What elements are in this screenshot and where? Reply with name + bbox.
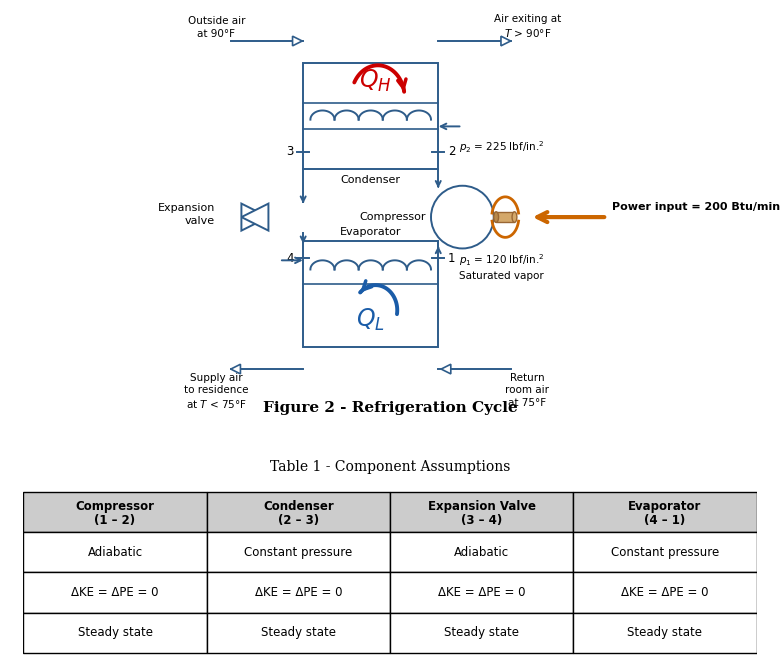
Text: ΔKE = ΔPE = 0: ΔKE = ΔPE = 0 xyxy=(621,586,709,599)
Text: Table 1 - Component Assumptions: Table 1 - Component Assumptions xyxy=(270,460,510,474)
FancyBboxPatch shape xyxy=(573,492,757,532)
Polygon shape xyxy=(241,204,268,230)
Ellipse shape xyxy=(512,212,517,222)
Text: (1 – 2): (1 – 2) xyxy=(94,514,136,527)
Ellipse shape xyxy=(494,212,498,222)
Text: Constant pressure: Constant pressure xyxy=(611,546,719,558)
Text: 2: 2 xyxy=(448,146,456,158)
Text: 4: 4 xyxy=(286,252,293,265)
FancyBboxPatch shape xyxy=(23,532,207,572)
Text: Adiabatic: Adiabatic xyxy=(87,546,143,558)
Text: Steady state: Steady state xyxy=(627,627,703,639)
FancyBboxPatch shape xyxy=(207,532,390,572)
Text: Supply air
to residence
at $T$ < 75°F: Supply air to residence at $T$ < 75°F xyxy=(184,373,249,410)
Polygon shape xyxy=(501,36,511,46)
Text: (4 – 1): (4 – 1) xyxy=(644,514,686,527)
FancyBboxPatch shape xyxy=(390,613,573,653)
Text: Compressor: Compressor xyxy=(360,212,426,222)
FancyBboxPatch shape xyxy=(207,572,390,613)
Text: Evaporator: Evaporator xyxy=(340,227,402,237)
Text: (3 – 4): (3 – 4) xyxy=(461,514,502,527)
Circle shape xyxy=(431,186,494,248)
FancyBboxPatch shape xyxy=(390,532,573,572)
FancyBboxPatch shape xyxy=(207,492,390,532)
Text: Evaporator: Evaporator xyxy=(628,500,702,514)
Text: (2 – 3): (2 – 3) xyxy=(278,514,319,527)
Text: Adiabatic: Adiabatic xyxy=(454,546,509,558)
FancyBboxPatch shape xyxy=(573,572,757,613)
Text: Compressor: Compressor xyxy=(76,500,154,514)
Text: ΔKE = ΔPE = 0: ΔKE = ΔPE = 0 xyxy=(438,586,526,599)
Text: $p_2$ = 225 lbf/in.$^2$: $p_2$ = 225 lbf/in.$^2$ xyxy=(459,139,544,155)
Text: Expansion Valve: Expansion Valve xyxy=(427,500,536,514)
Text: Constant pressure: Constant pressure xyxy=(244,546,353,558)
Text: ΔKE = ΔPE = 0: ΔKE = ΔPE = 0 xyxy=(254,586,342,599)
Text: Steady state: Steady state xyxy=(77,627,153,639)
FancyBboxPatch shape xyxy=(303,241,438,347)
Text: Steady state: Steady state xyxy=(261,627,336,639)
Text: $Q_H$: $Q_H$ xyxy=(360,67,392,94)
Polygon shape xyxy=(292,36,302,46)
Text: Condenser: Condenser xyxy=(263,500,334,514)
Text: Steady state: Steady state xyxy=(444,627,519,639)
FancyBboxPatch shape xyxy=(496,212,515,222)
FancyBboxPatch shape xyxy=(573,532,757,572)
Text: Figure 2 - Refrigeration Cycle: Figure 2 - Refrigeration Cycle xyxy=(263,401,517,415)
Text: ΔKE = ΔPE = 0: ΔKE = ΔPE = 0 xyxy=(71,586,159,599)
Polygon shape xyxy=(231,364,240,374)
FancyBboxPatch shape xyxy=(390,492,573,532)
Text: Outside air
at 90°F: Outside air at 90°F xyxy=(187,16,245,39)
FancyBboxPatch shape xyxy=(303,63,438,169)
Text: $Q_L$: $Q_L$ xyxy=(356,307,385,333)
FancyBboxPatch shape xyxy=(23,572,207,613)
Polygon shape xyxy=(241,204,268,230)
Text: $p_1$ = 120 lbf/in.$^2$
Saturated vapor: $p_1$ = 120 lbf/in.$^2$ Saturated vapor xyxy=(459,253,544,281)
FancyBboxPatch shape xyxy=(23,613,207,653)
FancyBboxPatch shape xyxy=(573,613,757,653)
Text: Power input = 200 Btu/min: Power input = 200 Btu/min xyxy=(612,202,780,212)
Text: Condenser: Condenser xyxy=(341,174,401,184)
Text: Air exiting at
$T$ > 90°F: Air exiting at $T$ > 90°F xyxy=(494,13,561,39)
FancyBboxPatch shape xyxy=(23,492,207,532)
Text: Return
room air
at 75°F: Return room air at 75°F xyxy=(505,373,549,407)
FancyBboxPatch shape xyxy=(390,572,573,613)
Text: Expansion
valve: Expansion valve xyxy=(158,204,214,226)
Polygon shape xyxy=(441,364,451,374)
Text: 1: 1 xyxy=(448,252,456,265)
FancyBboxPatch shape xyxy=(207,613,390,653)
Text: 3: 3 xyxy=(286,146,293,158)
